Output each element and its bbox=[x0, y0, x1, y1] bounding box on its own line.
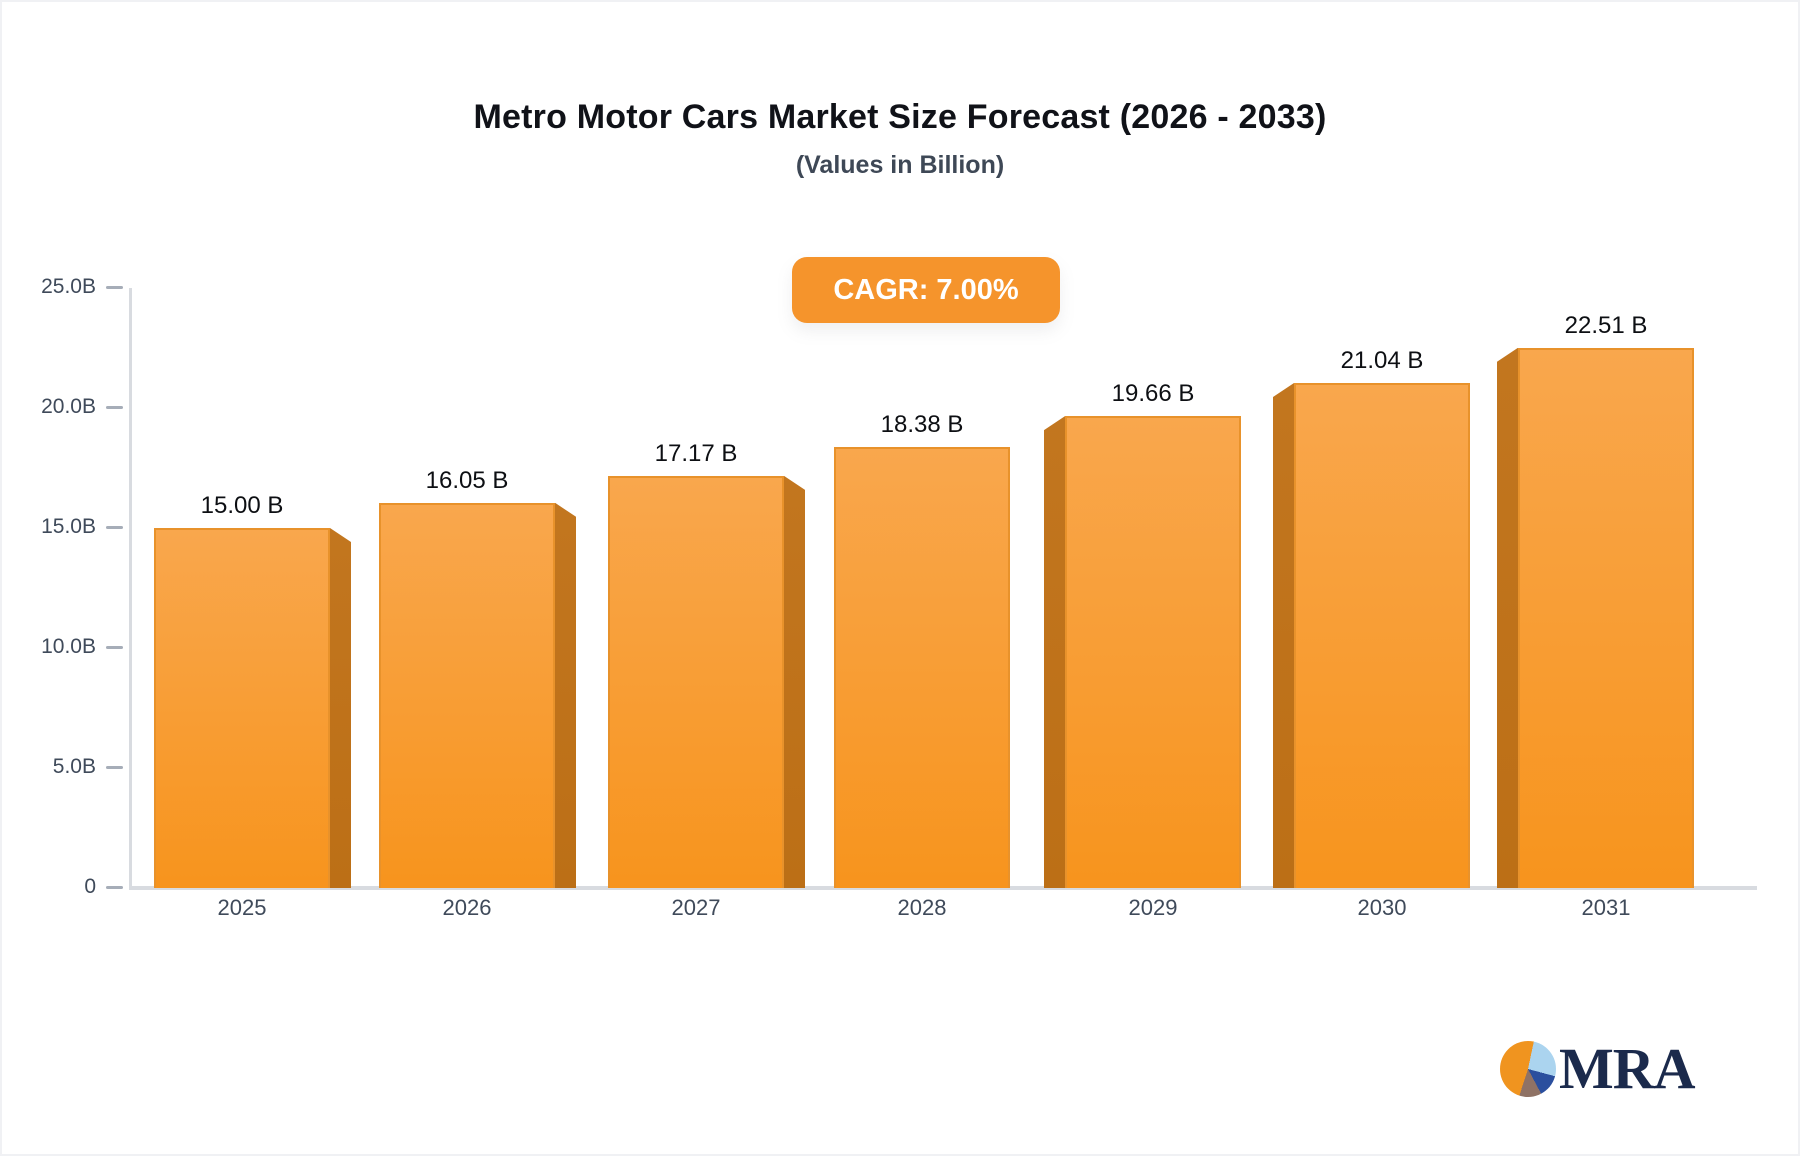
cagr-badge: CAGR: 7.00% bbox=[792, 257, 1060, 323]
bar-value-label: 18.38 B bbox=[880, 410, 964, 438]
x-tick-label: 2025 bbox=[217, 895, 267, 920]
bar-side bbox=[784, 475, 805, 888]
pie-chart-logo-icon bbox=[1500, 1041, 1556, 1097]
x-tick-label: 2026 bbox=[442, 895, 492, 920]
bar-side bbox=[330, 528, 351, 888]
x-tick-label: 2028 bbox=[897, 895, 947, 920]
bar-face bbox=[608, 475, 784, 888]
y-tick-dash bbox=[106, 286, 123, 289]
x-tick-label: 2030 bbox=[1357, 895, 1407, 920]
y-tick-dash bbox=[106, 886, 123, 889]
mra-logo-text: MRA bbox=[1559, 1036, 1696, 1101]
x-tick-label: 2027 bbox=[671, 895, 721, 920]
y-tick-dash bbox=[106, 406, 123, 409]
y-tick-label: 10.0B bbox=[41, 635, 96, 658]
y-tick-label: 25.0B bbox=[41, 275, 96, 298]
y-tick-label: 5.0B bbox=[52, 755, 96, 778]
bar-value-label: 16.05 B bbox=[425, 466, 509, 494]
bar-face bbox=[379, 502, 555, 888]
y-tick-dash bbox=[106, 526, 123, 529]
y-tick-label: 15.0B bbox=[41, 515, 96, 538]
y-tick-label: 20.0B bbox=[41, 395, 96, 418]
bar-side bbox=[1044, 416, 1065, 888]
bar-face bbox=[154, 528, 330, 888]
y-axis-line bbox=[129, 288, 132, 890]
chart-subtitle: (Values in Billion) bbox=[795, 151, 1005, 179]
bar-face bbox=[1065, 416, 1241, 888]
y-tick-label: 0 bbox=[84, 875, 96, 898]
bar-side bbox=[555, 502, 576, 888]
bar-value-label: 15.00 B bbox=[200, 492, 284, 519]
bar-value-label: 19.66 B bbox=[1111, 380, 1195, 408]
x-axis-line bbox=[129, 886, 1757, 890]
bar-face bbox=[1518, 347, 1694, 888]
y-tick-dash bbox=[106, 766, 123, 769]
y-tick-dash bbox=[106, 646, 123, 649]
bar-side bbox=[1273, 383, 1294, 888]
mra-logo: MRA bbox=[1500, 1036, 1696, 1101]
bar-face bbox=[1294, 383, 1470, 888]
bar-value-label: 21.04 B bbox=[1340, 347, 1424, 375]
chart-title: Metro Motor Cars Market Size Forecast (2… bbox=[473, 98, 1327, 136]
bar-value-label: 17.17 B bbox=[654, 439, 738, 467]
bar-face bbox=[834, 446, 1010, 888]
bar-value-label: 22.51 B bbox=[1564, 311, 1648, 339]
x-tick-label: 2031 bbox=[1581, 895, 1631, 920]
bar-side bbox=[1497, 347, 1518, 888]
x-tick-label: 2029 bbox=[1128, 895, 1178, 920]
